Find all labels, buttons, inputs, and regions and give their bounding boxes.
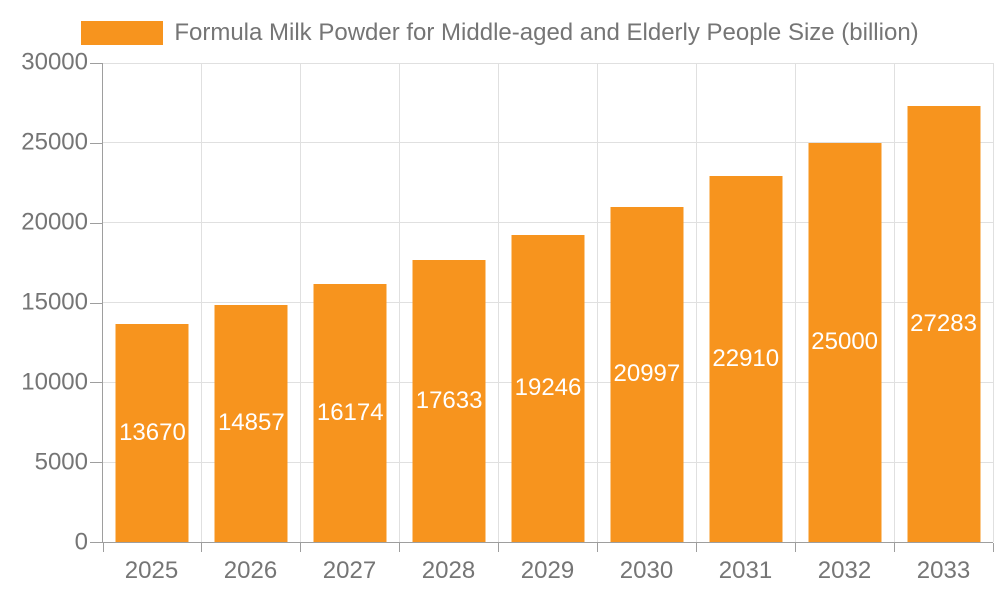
x-axis-tick	[695, 543, 697, 552]
x-axis-labels: 2025 2026 2027 2028 2029 2030 2031 2032 2033	[102, 557, 993, 587]
bar-value-label: 20997	[613, 360, 681, 388]
y-axis-tick-label: 5000	[34, 448, 88, 476]
x-axis-category-label: 2032	[817, 557, 872, 584]
y-axis-tick-label: 20000	[21, 208, 88, 236]
x-axis-tick	[596, 543, 598, 552]
x-axis-tick	[300, 543, 302, 552]
bar: 17633	[412, 260, 486, 542]
x-axis-category-label: 2029	[520, 557, 575, 584]
legend: Formula Milk Powder for Middle-aged and …	[0, 19, 1000, 47]
bar-value-label: 27283	[910, 310, 977, 338]
grid-line-vertical	[695, 63, 697, 542]
y-axis-tick	[90, 302, 102, 304]
grid-line-horizontal	[103, 62, 993, 64]
x-axis-category-label: 2028	[421, 557, 476, 584]
bar-value-label: 16174	[316, 398, 384, 426]
grid-line-vertical	[399, 63, 401, 542]
bar-value-label: 22910	[712, 345, 780, 373]
plot-area: 13670 14857 16174 17633 19246 20997 22910 25000…	[90, 62, 994, 552]
grid-line-vertical	[300, 63, 302, 542]
x-axis-tick	[794, 543, 796, 552]
x-axis-tick	[498, 543, 500, 552]
x-axis-category-label: 2027	[322, 557, 377, 584]
x-axis-tick	[399, 543, 401, 552]
y-axis-tick	[90, 462, 102, 464]
y-axis-tick-label: 25000	[21, 128, 88, 156]
grid-line-vertical	[498, 63, 500, 542]
legend-swatch-icon	[81, 21, 164, 45]
y-axis-tick-label: 0	[74, 528, 88, 556]
grid-line-vertical	[596, 63, 598, 542]
bar: 27283	[907, 106, 981, 542]
y-axis-tick	[90, 63, 102, 64]
bar: 22910	[709, 176, 783, 542]
y-axis-tick-label: 15000	[21, 288, 88, 316]
bar: 13670	[115, 323, 189, 542]
bar-value-label: 25000	[811, 328, 879, 356]
grid-line-vertical	[794, 63, 796, 542]
grid-line-horizontal	[103, 142, 993, 144]
bar: 16174	[313, 283, 387, 542]
grid-line-vertical	[201, 63, 203, 542]
bar: 20997	[610, 206, 684, 542]
bar: 14857	[214, 304, 288, 542]
bar-value-label: 19246	[514, 374, 582, 402]
y-axis-tick-label: 30000	[21, 48, 88, 76]
x-axis-category-label: 2026	[223, 557, 278, 584]
y-axis-tick	[90, 142, 102, 144]
bar-value-label: 13670	[119, 418, 186, 446]
y-axis-tick	[90, 222, 102, 224]
bar: 25000	[808, 142, 882, 542]
legend-item[interactable]: Formula Milk Powder for Middle-aged and …	[81, 19, 919, 47]
grid-line-horizontal	[103, 222, 993, 224]
x-axis-tick	[893, 543, 895, 552]
x-axis-tick	[992, 543, 994, 552]
legend-label: Formula Milk Powder for Middle-aged and …	[174, 19, 919, 46]
y-axis-labels: 0 5000 10000 15000 20000 25000 30000	[0, 48, 88, 555]
y-axis-tick	[90, 382, 102, 384]
x-axis-category-label: 2025	[124, 557, 179, 584]
x-axis-tick	[102, 543, 104, 552]
bar-value-label: 14857	[217, 409, 285, 437]
grid-line-vertical	[893, 63, 895, 542]
bar: 19246	[511, 234, 585, 542]
x-axis-category-label: 2030	[619, 557, 674, 584]
x-axis-tick	[201, 543, 203, 552]
y-axis-tick	[90, 542, 102, 543]
grid-line-vertical	[992, 63, 994, 542]
bar-value-label: 17633	[415, 387, 483, 415]
x-axis-category-label: 2031	[718, 557, 773, 584]
x-axis-category-label: 2033	[916, 557, 971, 584]
y-axis-tick-label: 10000	[21, 368, 88, 396]
